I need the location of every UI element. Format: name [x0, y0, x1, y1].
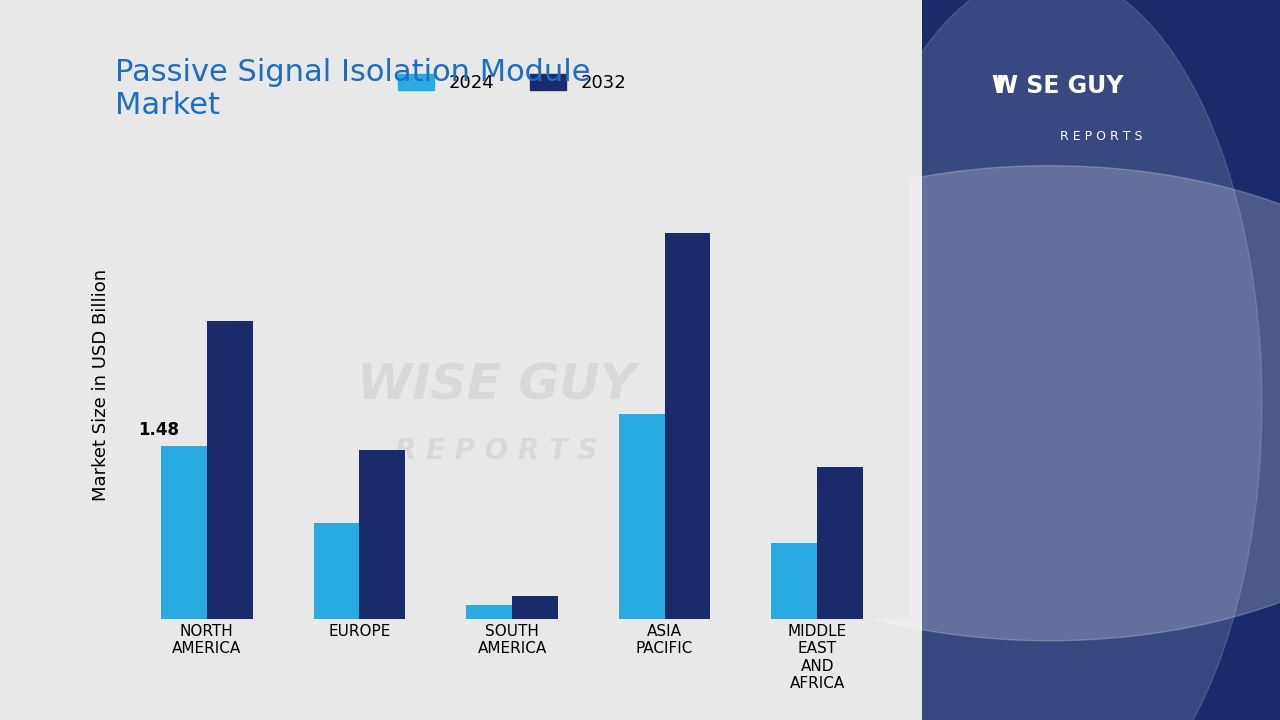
- Bar: [161, 446, 207, 619]
- Bar: [817, 467, 863, 619]
- Text: W SE GUY: W SE GUY: [992, 74, 1124, 99]
- Circle shape: [627, 166, 1280, 641]
- Text: WISE GUY: WISE GUY: [357, 361, 636, 409]
- Text: 1.48: 1.48: [138, 421, 179, 439]
- Circle shape: [832, 0, 1262, 720]
- Bar: [207, 321, 252, 619]
- Y-axis label: Market Size in USD Billion: Market Size in USD Billion: [92, 269, 110, 501]
- Text: R E P O R T S: R E P O R T S: [396, 437, 598, 464]
- Bar: [618, 415, 664, 619]
- Bar: [664, 233, 710, 619]
- Bar: [466, 605, 512, 619]
- Text: Passive Signal Isolation Module
Market: Passive Signal Isolation Module Market: [115, 58, 590, 120]
- Text: I: I: [996, 74, 1005, 99]
- Bar: [314, 523, 360, 619]
- Bar: [512, 595, 558, 619]
- Text: R E P O R T S: R E P O R T S: [1060, 130, 1142, 143]
- Bar: [360, 449, 406, 619]
- Bar: [772, 543, 817, 619]
- Legend: 2024, 2032: 2024, 2032: [390, 67, 634, 99]
